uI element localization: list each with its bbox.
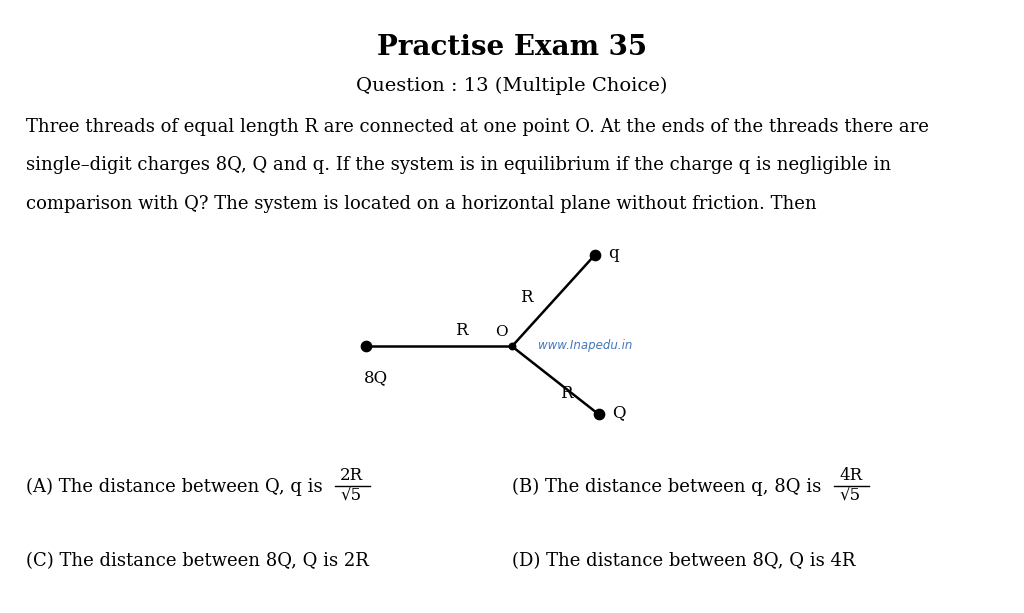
Text: √5: √5: [840, 488, 861, 505]
Text: (C) The distance between 8Q, Q is 2R: (C) The distance between 8Q, Q is 2R: [26, 552, 369, 570]
Point: [357, 341, 374, 351]
Text: (B) The distance between q, 8Q is: (B) The distance between q, 8Q is: [512, 478, 827, 497]
Text: single–digit charges 8Q, Q and q. If the system is in equilibrium if the charge : single–digit charges 8Q, Q and q. If the…: [26, 156, 891, 174]
Text: (A) The distance between Q, q is: (A) The distance between Q, q is: [26, 478, 328, 497]
Text: q: q: [608, 245, 618, 262]
Text: √5: √5: [341, 488, 362, 505]
Text: R: R: [560, 385, 572, 402]
Text: 8Q: 8Q: [364, 370, 388, 387]
Point: [590, 409, 606, 419]
Text: R: R: [455, 322, 468, 339]
Text: R: R: [520, 289, 532, 306]
Text: comparison with Q? The system is located on a horizontal plane without friction.: comparison with Q? The system is located…: [26, 195, 816, 213]
Text: Q: Q: [612, 405, 626, 422]
Point: [504, 341, 520, 351]
Text: (D) The distance between 8Q, Q is 4R: (D) The distance between 8Q, Q is 4R: [512, 552, 855, 570]
Text: 4R: 4R: [839, 466, 862, 484]
Text: 2R: 2R: [340, 466, 364, 484]
Point: [587, 250, 603, 260]
Text: O: O: [496, 325, 508, 339]
Text: www.Inapedu.in: www.Inapedu.in: [538, 338, 632, 352]
Text: Practise Exam 35: Practise Exam 35: [377, 34, 647, 61]
Text: Question : 13 (Multiple Choice): Question : 13 (Multiple Choice): [356, 77, 668, 95]
Text: Three threads of equal length R are connected at one point O. At the ends of the: Three threads of equal length R are conn…: [26, 118, 929, 135]
